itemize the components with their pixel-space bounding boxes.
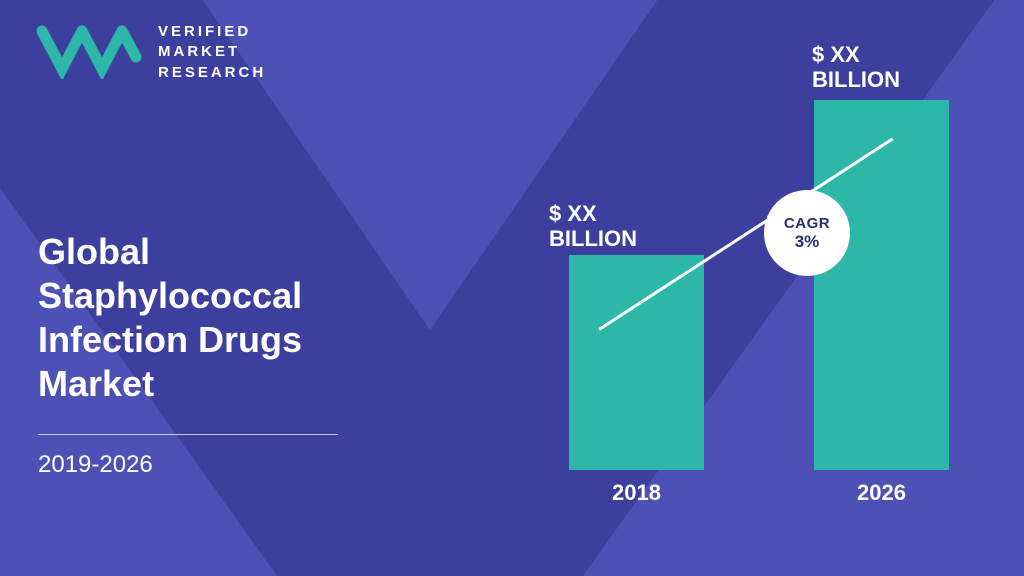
title-line-1: Global [38,230,378,274]
bar-rect [569,255,704,470]
value-line-1: $ XX [812,42,900,67]
value-line-2: BILLION [812,67,900,92]
bar-value-2026: $ XXBILLION [812,42,900,93]
market-growth-chart: CAGR 3% 2018$ XXBILLION2026$ XXBILLION [524,36,994,516]
logo-line-2: MARKET [158,42,266,62]
title-block: Global Staphylococcal Infection Drugs Ma… [38,230,378,479]
title-divider [38,434,338,435]
report-title: Global Staphylococcal Infection Drugs Ma… [38,230,378,406]
logo-line-1: VERIFIED [158,22,266,42]
bar-year-label: 2018 [569,480,704,506]
cagr-label: CAGR [784,215,830,232]
title-line-2: Staphylococcal [38,274,378,318]
forecast-years: 2019-2026 [38,451,378,479]
cagr-badge: CAGR 3% [764,190,850,276]
logo-mark-icon [34,25,144,79]
title-line-3: Infection Drugs [38,318,378,362]
bar-2018: 2018 [569,255,704,470]
bar-value-2018: $ XXBILLION [549,201,637,252]
logo-text: VERIFIED MARKET RESEARCH [158,22,266,83]
value-line-1: $ XX [549,201,637,226]
bar-2026: 2026 [814,100,949,470]
infographic-canvas: VERIFIED MARKET RESEARCH Global Staphylo… [0,0,1024,576]
title-line-4: Market [38,362,378,406]
bar-rect [814,100,949,470]
cagr-value: 3% [795,232,820,252]
value-line-2: BILLION [549,226,637,251]
logo-line-3: RESEARCH [158,63,266,83]
brand-logo: VERIFIED MARKET RESEARCH [34,22,266,83]
bar-year-label: 2026 [814,480,949,506]
